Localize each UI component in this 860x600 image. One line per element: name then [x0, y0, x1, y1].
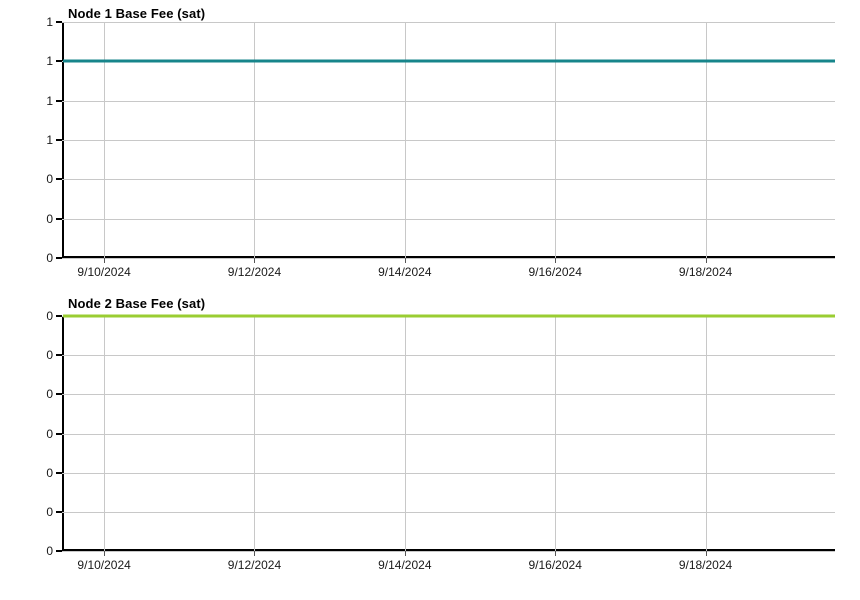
y-axis-tick [56, 217, 62, 220]
horizontal-gridline [62, 179, 835, 181]
vertical-gridline [555, 22, 557, 258]
series-line-node-1 [63, 59, 835, 63]
y-axis-tick-label: 0 [46, 504, 53, 519]
y-axis-tick [56, 432, 62, 435]
chart-title-node-1: Node 1 Base Fee (sat) [68, 6, 206, 21]
vertical-gridline [705, 316, 707, 551]
vertical-gridline [254, 22, 256, 258]
chart-title-node-2: Node 2 Base Fee (sat) [68, 296, 206, 311]
y-axis-tick-label: 1 [46, 54, 53, 69]
x-axis-tick [705, 258, 707, 263]
x-axis-line-node-1 [62, 256, 835, 258]
series-line-node-2 [63, 314, 835, 318]
x-axis-tick [404, 258, 406, 263]
vertical-gridline [254, 316, 256, 551]
x-axis-tick-label: 9/14/2024 [378, 265, 432, 279]
vertical-gridline [705, 22, 707, 258]
y-axis-tick [56, 550, 62, 552]
y-axis-tick-label: 0 [46, 348, 53, 363]
horizontal-gridline [62, 258, 835, 259]
horizontal-gridline [62, 218, 835, 220]
y-axis-tick [56, 471, 62, 474]
x-axis-tick-label: 9/16/2024 [528, 558, 582, 572]
x-axis-tick-label: 9/12/2024 [227, 558, 282, 572]
x-axis-tick-label: 9/16/2024 [528, 265, 582, 279]
horizontal-gridline [62, 472, 835, 474]
y-axis-tick [56, 315, 62, 317]
horizontal-gridline [62, 100, 835, 102]
chart-panel-node-1: Node 1 Base Fee (sat) 1 1 1 1 0 0 0 9/10/2024 9/… [0, 0, 860, 292]
horizontal-gridline [62, 511, 835, 513]
x-axis-tick [555, 258, 557, 263]
x-axis-tick [404, 551, 406, 556]
horizontal-gridline [62, 140, 835, 141]
vertical-gridline [404, 316, 406, 551]
y-axis-tick [56, 257, 62, 259]
horizontal-gridline [62, 551, 835, 552]
y-axis-tick [56, 139, 62, 141]
horizontal-gridline [62, 394, 835, 396]
vertical-gridline [555, 316, 557, 551]
x-axis-tick [104, 551, 106, 556]
plot-area-node-2: 0 0 0 0 0 0 0 9/10/2024 9/12/2024 9/14/2024 9/16/2… [46, 309, 835, 572]
y-axis-tick-label: 0 [46, 309, 53, 323]
y-axis-tick-label: 0 [46, 426, 53, 441]
x-axis-tick-label: 9/18/2024 [678, 265, 733, 279]
y-axis-tick-label: 0 [46, 211, 53, 226]
y-axis-tick-label: 1 [46, 133, 53, 147]
x-axis-tick [555, 551, 557, 556]
x-axis-tick-label: 9/10/2024 [77, 265, 131, 279]
y-axis-tick-label: 1 [46, 93, 53, 108]
x-axis-tick-label: 9/10/2024 [77, 558, 131, 572]
vertical-gridline [104, 22, 106, 258]
y-axis-tick-label: 0 [46, 544, 53, 558]
y-axis-tick [56, 178, 62, 181]
y-axis-tick-label: 0 [46, 251, 53, 265]
plot-area-node-1: 1 1 1 1 0 0 0 9/10/2024 9/12/2024 9/14/2024 9/16/2… [46, 15, 835, 279]
x-axis-tick [705, 551, 707, 556]
x-axis-tick-label: 9/18/2024 [678, 558, 733, 572]
x-axis-tick [104, 258, 106, 263]
y-axis-tick-label: 0 [46, 387, 53, 402]
y-axis-tick [56, 99, 62, 102]
x-axis-tick [254, 551, 256, 556]
y-axis-tick [56, 510, 62, 513]
chart-panel-node-2: Node 2 Base Fee (sat) 0 0 0 0 0 0 0 9/10/2024 9/… [0, 294, 860, 594]
vertical-gridline [404, 22, 406, 258]
y-axis-tick-label: 1 [46, 15, 53, 29]
y-axis-tick [56, 21, 62, 23]
x-axis-tick [254, 258, 256, 263]
x-axis-tick-label: 9/14/2024 [378, 558, 432, 572]
y-axis-tick [56, 393, 62, 396]
y-axis-tick-label: 0 [46, 172, 53, 187]
y-axis-tick [56, 354, 62, 357]
x-axis-tick-label: 9/12/2024 [227, 265, 282, 279]
x-axis-line-node-2 [62, 549, 835, 551]
horizontal-gridline [62, 355, 835, 357]
y-axis-tick [56, 60, 62, 63]
horizontal-gridline [62, 433, 835, 435]
horizontal-gridline [62, 22, 835, 23]
y-axis-tick-label: 0 [46, 465, 53, 480]
vertical-gridline [104, 316, 106, 551]
